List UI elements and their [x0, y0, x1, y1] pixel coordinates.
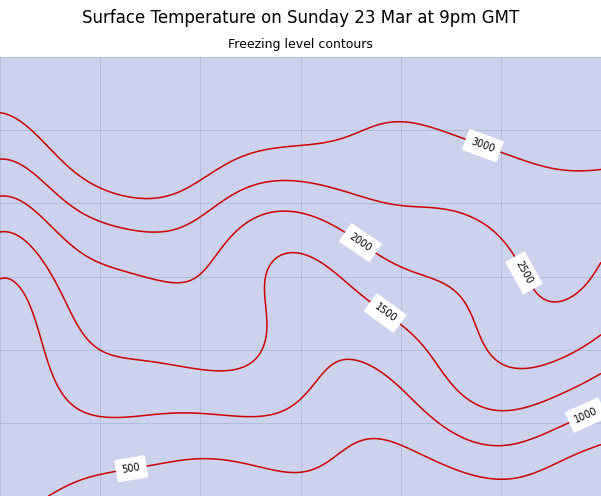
Text: Freezing level contours: Freezing level contours — [228, 38, 373, 51]
Text: 2500: 2500 — [513, 259, 534, 286]
Text: Surface Temperature on Sunday 23 Mar at 9pm GMT: Surface Temperature on Sunday 23 Mar at … — [82, 9, 519, 27]
Text: 1500: 1500 — [373, 302, 398, 324]
Text: 3000: 3000 — [470, 137, 496, 155]
Text: 2000: 2000 — [347, 232, 373, 254]
Text: 500: 500 — [121, 462, 141, 475]
Text: 1000: 1000 — [573, 406, 599, 425]
